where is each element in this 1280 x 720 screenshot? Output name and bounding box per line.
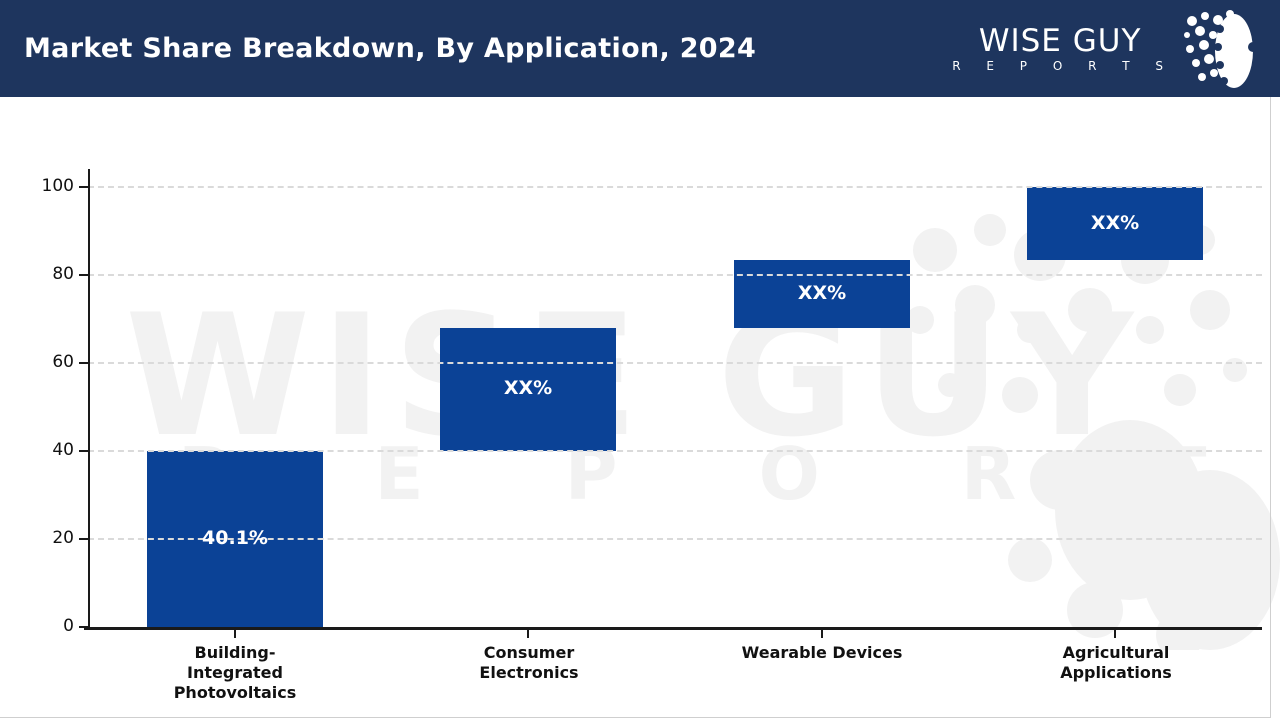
gridline bbox=[88, 450, 1262, 452]
x-tick-mark bbox=[821, 630, 823, 638]
figure-right-border bbox=[1270, 97, 1271, 718]
x-category-label: Agricultural Applications bbox=[1060, 643, 1172, 682]
bar-value-label: XX% bbox=[1090, 212, 1140, 234]
y-tick-mark bbox=[79, 626, 88, 628]
gridline bbox=[88, 538, 1262, 540]
bar-segment bbox=[1027, 187, 1203, 260]
header: Market Share Breakdown, By Application, … bbox=[0, 0, 1280, 97]
y-tick-mark bbox=[79, 450, 88, 452]
gridline bbox=[88, 274, 1262, 276]
bar-segment bbox=[734, 260, 910, 328]
y-tick-mark bbox=[79, 274, 88, 276]
y-axis-line bbox=[88, 169, 90, 627]
x-tick-mark bbox=[234, 630, 236, 638]
bar-value-label: XX% bbox=[797, 282, 847, 304]
y-tick-mark bbox=[79, 538, 88, 540]
logo-wordmark: WISE GUY bbox=[978, 22, 1142, 59]
bar-segment bbox=[440, 328, 616, 451]
page-title: Market Share Breakdown, By Application, … bbox=[24, 33, 757, 64]
bar-value-label: 40.1% bbox=[202, 527, 268, 549]
x-category-label: Wearable Devices bbox=[741, 643, 903, 662]
logo-subtitle: R E P O R T S bbox=[952, 58, 1174, 73]
x-category-label: Consumer Electronics bbox=[479, 643, 579, 682]
x-tick-mark bbox=[1114, 630, 1116, 638]
x-axis-line bbox=[84, 627, 1262, 630]
y-tick-mark bbox=[79, 186, 88, 188]
figure-bottom-border bbox=[0, 717, 1271, 718]
y-tick-label: 40 bbox=[52, 440, 74, 460]
y-tick-label: 60 bbox=[52, 352, 74, 372]
y-tick-label: 100 bbox=[41, 176, 74, 196]
brand-logo: WISE GUY R E P O R T S bbox=[946, 7, 1256, 91]
y-tick-label: 80 bbox=[52, 264, 74, 284]
x-tick-mark bbox=[527, 630, 529, 638]
y-tick-mark bbox=[79, 362, 88, 364]
gridline bbox=[88, 186, 1262, 188]
y-tick-label: 0 bbox=[63, 616, 74, 636]
x-category-label: Building- Integrated Photovoltaics bbox=[173, 643, 297, 702]
logo-face-icon bbox=[1184, 9, 1256, 88]
bar-value-label: XX% bbox=[503, 377, 553, 399]
y-tick-label: 20 bbox=[52, 528, 74, 548]
gridline bbox=[88, 362, 1262, 364]
